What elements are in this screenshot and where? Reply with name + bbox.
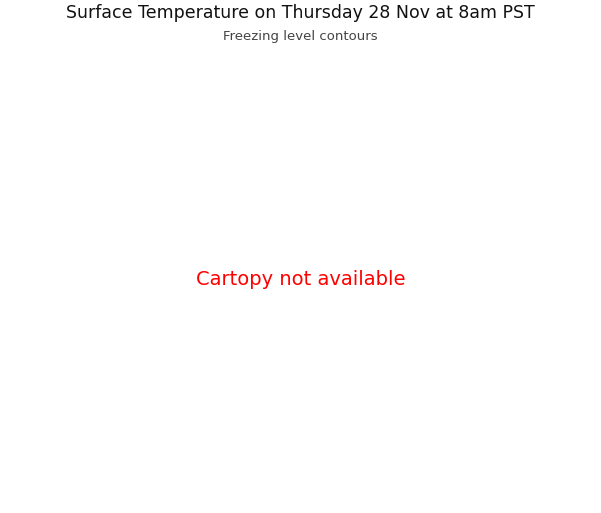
Text: Freezing level contours: Freezing level contours: [223, 30, 378, 44]
Text: Surface Temperature on Thursday 28 Nov at 8am PST: Surface Temperature on Thursday 28 Nov a…: [66, 4, 535, 22]
Text: Cartopy not available: Cartopy not available: [196, 270, 405, 289]
